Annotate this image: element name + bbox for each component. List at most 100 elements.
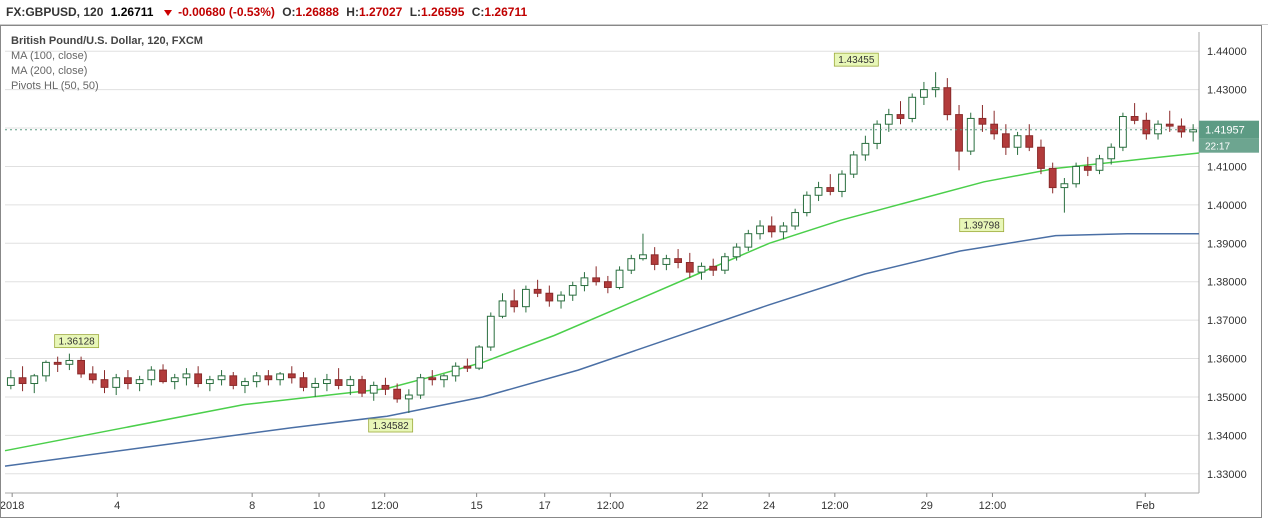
candle [441,376,448,380]
candle [218,376,225,380]
x-tick-label: 4 [114,500,120,512]
candle [616,270,623,287]
ohlc-close: C:1.26711 [472,0,527,24]
candle [452,366,459,376]
candle [499,301,506,316]
down-arrow-icon [164,10,172,16]
candle [944,88,951,115]
candle [1155,124,1162,134]
candle [230,376,237,386]
price-chart[interactable]: 1.330001.340001.350001.360001.370001.380… [0,25,1262,518]
candle [651,255,658,265]
candle [932,88,939,90]
ohlc-high: H:1.27027 [346,0,402,24]
candle [253,376,260,382]
candle [312,384,319,388]
candle [733,247,740,257]
x-tick-label: 24 [763,500,775,512]
candle [417,378,424,395]
candle [546,293,553,301]
candle [839,174,846,191]
candle [1002,134,1009,147]
x-tick-label: 2018 [1,500,24,512]
candle [909,97,916,118]
candle [1026,136,1033,148]
candle [511,301,518,307]
candle [54,362,61,364]
candle [394,389,401,399]
x-tick-label: 22 [696,500,708,512]
candle [277,374,284,380]
candle [780,226,787,232]
x-tick-label: 8 [249,500,255,512]
candle [803,195,810,212]
candle [487,316,494,347]
candle [593,278,600,282]
candle [1120,117,1127,148]
candle [604,282,611,288]
candle [757,226,764,234]
candle [429,378,436,380]
x-tick-label: 10 [313,500,325,512]
candle [7,378,14,386]
candle [1014,136,1021,148]
candle [476,347,483,368]
candle [113,378,120,388]
x-tick-label: 29 [921,500,933,512]
candle [698,266,705,272]
candle [19,378,26,384]
candle [675,259,682,263]
candle [1073,166,1080,183]
candle [745,234,752,247]
y-tick-label: 1.34000 [1207,430,1247,442]
candle [558,295,565,301]
candle [815,188,822,196]
y-tick-label: 1.41000 [1207,161,1247,173]
candle [171,378,178,382]
candle [1084,166,1091,170]
candle [1038,147,1045,168]
candle [206,380,213,384]
x-tick-label: 12:00 [821,500,849,512]
candle [347,380,354,386]
candle [78,360,85,373]
pivot-label: 1.36128 [59,337,96,348]
candle [581,278,588,286]
candle [195,374,202,384]
svg-text:22:17: 22:17 [1205,142,1230,153]
y-tick-label: 1.38000 [1207,277,1247,289]
candle [265,376,272,380]
candle [43,362,50,375]
y-tick-label: 1.40000 [1207,200,1247,212]
x-tick-label: 15 [471,500,483,512]
ohlc-low: L:1.26595 [410,0,465,24]
candle [1108,147,1115,159]
y-tick-label: 1.43000 [1207,85,1247,97]
y-tick-label: 1.35000 [1207,392,1247,404]
x-tick-label: 12:00 [979,500,1007,512]
candle [523,289,530,306]
candle [663,259,670,265]
candle [1131,117,1138,121]
candle [979,118,986,124]
candle [827,188,834,192]
candle [534,289,541,293]
pivot-label: 1.39798 [964,221,1001,232]
candle [874,124,881,143]
candle [125,378,132,384]
candle [324,380,331,384]
candle [300,378,307,388]
candle [967,118,974,151]
candle [1178,126,1185,132]
candle [464,366,471,368]
last-price: 1.26711 [111,0,154,24]
candle [160,370,167,382]
candle [792,213,799,226]
y-tick-label: 1.36000 [1207,354,1247,366]
price-change: -0.00680 (-0.53%) [178,0,275,24]
y-tick-label: 1.37000 [1207,315,1247,327]
candle [382,385,389,389]
candle [1143,120,1150,133]
indicator-label: MA (100, close) [11,50,87,62]
candle [370,385,377,393]
